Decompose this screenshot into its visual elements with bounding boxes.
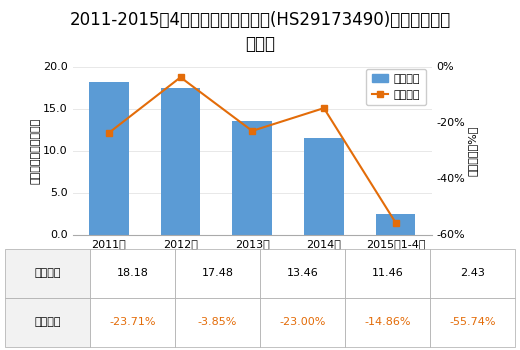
Bar [161, 88, 200, 234]
Y-axis label: 进口金额（百万美元）: 进口金额（百万美元） [30, 117, 41, 184]
Bar [89, 82, 128, 235]
Legend: 进口金额, 同比增长: 进口金额, 同比增长 [366, 69, 426, 105]
Y-axis label: 同比增长（%）: 同比增长（%） [468, 125, 478, 176]
Text: 2011-2015年4月其他邻苯二甲酸酯(HS29173490)进口总额及增
速统计: 2011-2015年4月其他邻苯二甲酸酯(HS29173490)进口总额及增 速… [69, 10, 451, 54]
Bar [304, 138, 344, 234]
Bar [232, 121, 272, 234]
Bar [376, 214, 415, 234]
